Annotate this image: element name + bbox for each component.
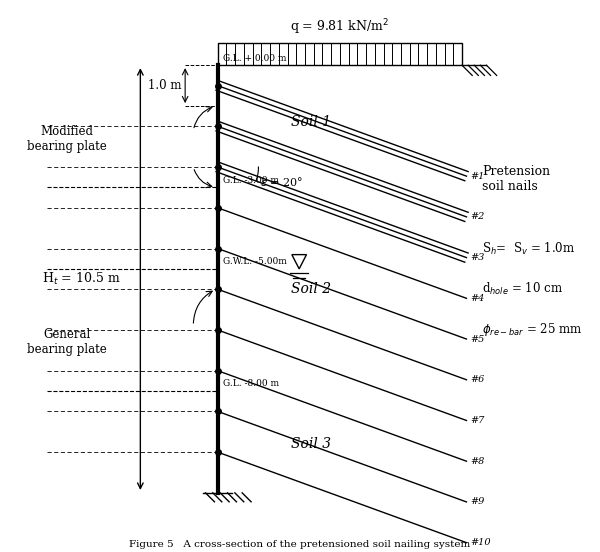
Text: Soil 1: Soil 1 <box>292 115 331 129</box>
Text: G.L. + 0.00 m: G.L. + 0.00 m <box>223 54 286 63</box>
Text: #1: #1 <box>470 172 485 181</box>
Text: G.L. -3.00 m: G.L. -3.00 m <box>223 176 278 184</box>
Text: #10: #10 <box>470 538 491 547</box>
Text: Soil 3: Soil 3 <box>292 437 331 451</box>
Text: #3: #3 <box>470 253 485 262</box>
Bar <box>218 43 462 65</box>
Text: #5: #5 <box>470 335 485 343</box>
Text: Pretension
soil nails: Pretension soil nails <box>482 165 551 193</box>
Text: Soil 2: Soil 2 <box>292 282 331 296</box>
Text: G.W.L. -5.00m: G.W.L. -5.00m <box>223 257 286 266</box>
Text: General
bearing plate: General bearing plate <box>27 328 107 356</box>
Text: Figure 5   A cross-section of the pretensioned soil nailing system: Figure 5 A cross-section of the pretensi… <box>130 540 470 549</box>
Text: #7: #7 <box>470 416 485 425</box>
Text: $\phi_{re-bar}$ = 25 mm: $\phi_{re-bar}$ = 25 mm <box>482 321 583 338</box>
Text: #2: #2 <box>470 213 485 221</box>
Text: #8: #8 <box>470 457 485 466</box>
Text: #9: #9 <box>470 497 485 506</box>
Text: H$_t$ = 10.5 m: H$_t$ = 10.5 m <box>41 271 120 287</box>
Text: S$_h$=  S$_v$ = 1.0m: S$_h$= S$_v$ = 1.0m <box>482 241 575 257</box>
Text: Modified
bearing plate: Modified bearing plate <box>27 125 107 152</box>
Text: G.L. -8.00 m: G.L. -8.00 m <box>223 379 279 388</box>
Text: q = 9.81 kN/m$^2$: q = 9.81 kN/m$^2$ <box>290 17 389 37</box>
Text: #6: #6 <box>470 375 485 384</box>
Text: $\varepsilon$ = 20°: $\varepsilon$ = 20° <box>260 175 304 188</box>
Text: 1.0 m: 1.0 m <box>148 79 181 92</box>
Text: d$_{hole}$ = 10 cm: d$_{hole}$ = 10 cm <box>482 281 563 298</box>
Text: #4: #4 <box>470 294 485 303</box>
